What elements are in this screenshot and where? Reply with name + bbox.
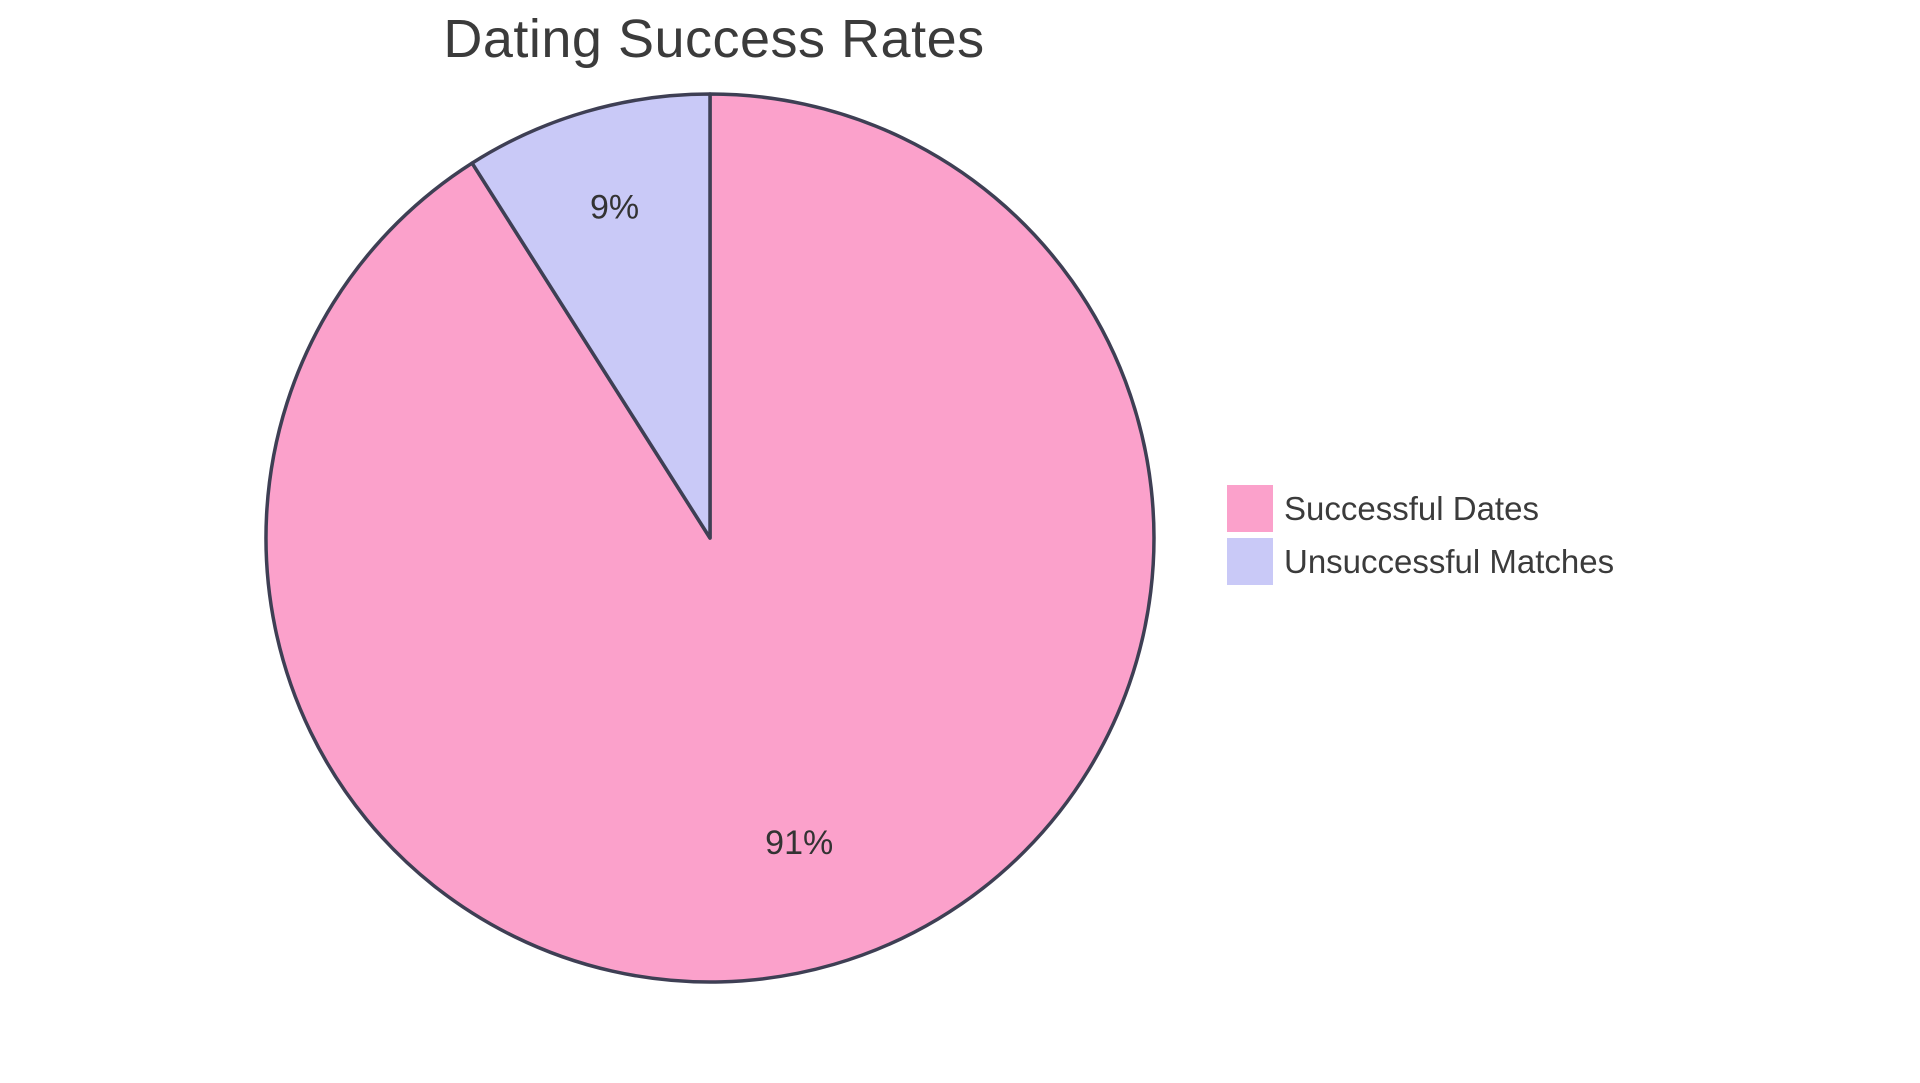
pie-slice-unsuccessful-matches (470, 92, 712, 540)
chart-title: Dating Success Rates (443, 9, 985, 69)
legend-label-unsuccessful-matches: Unsuccessful Matches (1284, 542, 1615, 580)
legend-item-successful-dates: Successful Dates (1227, 485, 1614, 532)
legend-label-successful-dates: Successful Dates (1284, 489, 1539, 527)
pie-value-label-successful-dates: 91% (765, 824, 833, 862)
legend-swatch-unsuccessful-matches (1227, 538, 1273, 585)
legend-swatch-successful-dates (1227, 485, 1273, 532)
pie-value-label-unsuccessful-matches: 9% (590, 189, 639, 227)
legend-item-unsuccessful-matches: Unsuccessful Matches (1227, 538, 1614, 585)
legend: Successful Dates Unsuccessful Matches (1227, 485, 1614, 591)
